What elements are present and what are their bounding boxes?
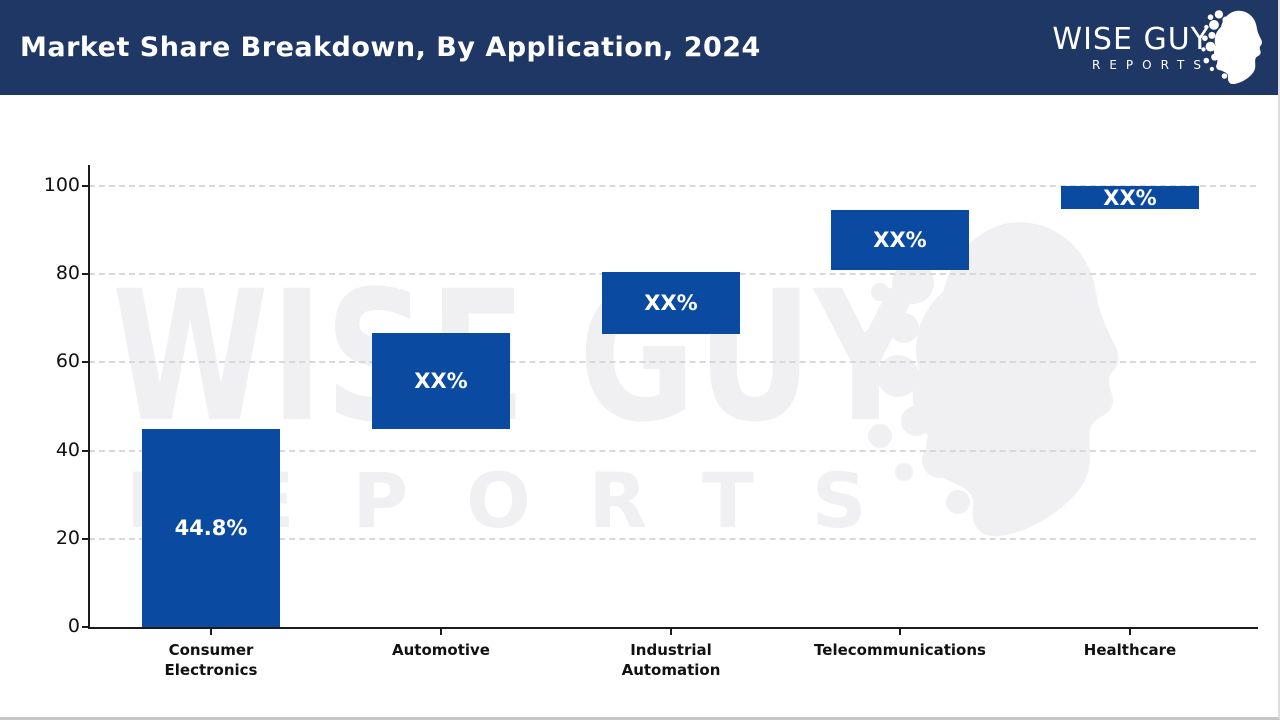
y-tick-label: 40 [55, 438, 80, 461]
y-tick-mark [82, 537, 89, 540]
y-tick-label: 0 [67, 615, 80, 637]
x-tick-mark [210, 629, 212, 635]
bar-value-label: XX% [1103, 185, 1157, 210]
gridline [89, 449, 1256, 452]
bar-value-label: XX% [644, 291, 698, 316]
bar-segment: XX% [602, 272, 740, 335]
y-tick-label: 60 [55, 350, 80, 373]
header-bar: Market Share Breakdown, By Application, … [0, 0, 1278, 95]
gridline [89, 537, 1256, 540]
y-tick-label: 100 [43, 174, 80, 196]
bar-segment: 44.8% [142, 429, 280, 627]
x-tick-mark [670, 629, 672, 635]
y-tick-label: 80 [55, 262, 80, 285]
gridline [89, 185, 1256, 187]
brand-reports-text: REPORTS [1091, 57, 1210, 72]
y-axis-spine [88, 165, 90, 629]
x-tick-mark [899, 629, 901, 635]
x-tick-mark [440, 629, 442, 635]
x-axis-label: Automotive [392, 641, 490, 659]
bar-segment: XX% [831, 209, 969, 271]
x-axis-label: Healthcare [1083, 641, 1177, 659]
x-tick-mark [1129, 629, 1131, 635]
y-tick-mark [82, 185, 89, 187]
brand-head-icon [1201, 10, 1262, 85]
x-axis-label: Industrial Automation [621, 641, 721, 680]
y-tick-mark [82, 626, 89, 628]
brand-logo: WISE GUY REPORTS [1052, 4, 1274, 92]
brand-wordmark: WISE GUY REPORTS [1052, 24, 1210, 72]
x-axis-spine [88, 627, 1258, 629]
y-tick-label: 20 [55, 526, 80, 549]
y-tick-mark [82, 361, 89, 364]
y-tick-mark [82, 449, 89, 452]
bar-segment: XX% [1061, 185, 1199, 210]
bar-segment: XX% [372, 333, 510, 429]
brand-name-text: WISE GUY [1052, 22, 1210, 58]
bar-value-label: XX% [414, 369, 468, 394]
y-tick-mark [82, 273, 89, 276]
x-axis-label: Consumer Electronics [164, 641, 258, 680]
chart-title: Market Share Breakdown, By Application, … [20, 32, 761, 63]
x-axis-label: Telecommunications [814, 641, 986, 659]
bar-value-label: XX% [873, 228, 927, 253]
gridline [89, 361, 1256, 364]
bar-value-label: 44.8% [174, 516, 248, 541]
